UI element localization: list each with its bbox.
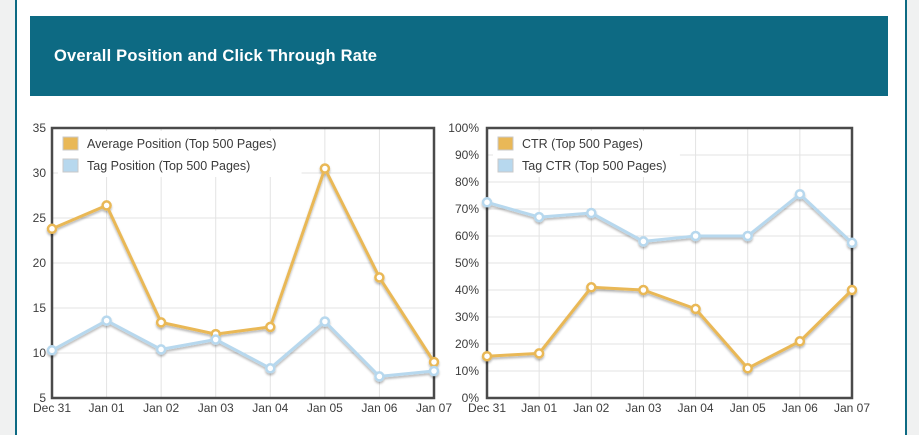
section-header: Overall Position and Click Through Rate xyxy=(30,16,888,96)
data-point xyxy=(46,223,58,235)
data-point xyxy=(794,188,806,200)
x-axis-tick-label: Jan 07 xyxy=(834,401,870,415)
x-axis-tick-label: Jan 04 xyxy=(678,401,714,415)
legend-swatch xyxy=(497,136,514,151)
legend-label: Tag CTR (Top 500 Pages) xyxy=(522,159,667,173)
data-point xyxy=(374,371,385,382)
legend-swatch xyxy=(62,136,79,151)
data-point xyxy=(265,363,276,374)
data-point xyxy=(428,356,440,368)
data-point xyxy=(210,334,221,345)
y-axis-tick-label: 100% xyxy=(448,121,479,135)
x-axis-tick-label: Jan 06 xyxy=(782,401,818,415)
data-point xyxy=(742,363,753,374)
data-point xyxy=(846,284,858,296)
data-point xyxy=(46,345,58,356)
data-point xyxy=(319,163,331,174)
data-point xyxy=(101,200,112,211)
x-axis-tick-label: Jan 05 xyxy=(730,401,766,415)
x-axis-tick-label: Jan 03 xyxy=(625,401,661,415)
y-axis-tick-label: 5 xyxy=(39,391,46,405)
x-axis-tick-label: Jan 04 xyxy=(252,401,288,415)
data-point xyxy=(374,272,385,283)
y-axis-tick-label: 0% xyxy=(462,391,480,405)
report-card: Overall Position and Click Through Rate … xyxy=(15,0,907,435)
position-chart: Average Position (Top 500 Pages) Tag Posi… xyxy=(33,121,453,415)
y-axis-tick-label: 40% xyxy=(455,283,479,297)
legend-swatch xyxy=(62,158,79,173)
data-point xyxy=(533,211,545,223)
y-axis-tick-label: 20 xyxy=(33,256,47,270)
chart-legend: CTR (Top 500 Pages) Tag CTR (Top 500 Page… xyxy=(493,131,680,177)
series-tag-ctr-top-500-pages- xyxy=(481,188,858,249)
data-point xyxy=(319,316,331,327)
x-axis-tick-label: Jan 02 xyxy=(143,401,179,415)
position-and-ctr-charts: Average Position (Top 500 Pages) Tag Posi… xyxy=(33,121,871,415)
x-axis-tick-label: Dec 31 xyxy=(468,401,506,415)
chart-legend: Average Position (Top 500 Pages) Tag Posi… xyxy=(58,131,302,177)
data-point xyxy=(481,197,493,208)
legend-label: Tag Position (Top 500 Pages) xyxy=(87,159,250,173)
x-axis-tick-label: Jan 07 xyxy=(416,401,452,415)
data-point xyxy=(586,207,597,219)
series-ctr-top-500-pages- xyxy=(481,282,858,374)
data-point xyxy=(638,236,649,247)
x-axis-tick-label: Jan 02 xyxy=(573,401,609,415)
legend-swatch xyxy=(497,158,514,173)
y-axis-tick-label: 20% xyxy=(455,337,479,351)
data-point xyxy=(794,336,806,347)
data-point xyxy=(690,230,701,242)
x-axis-tick-label: Jan 03 xyxy=(198,401,234,415)
x-axis-tick-label: Jan 01 xyxy=(521,401,557,415)
data-point xyxy=(155,317,167,328)
data-point xyxy=(690,303,701,315)
y-axis-tick-label: 10% xyxy=(455,364,479,378)
y-axis-tick-label: 70% xyxy=(455,202,479,216)
legend-label: Average Position (Top 500 Pages) xyxy=(87,137,276,151)
data-point xyxy=(101,315,112,326)
data-point xyxy=(481,350,493,362)
y-axis-tick-label: 30% xyxy=(455,310,479,324)
y-axis-tick-label: 50% xyxy=(455,256,479,270)
x-axis-tick-label: Jan 05 xyxy=(307,401,343,415)
section-title: Overall Position and Click Through Rate xyxy=(54,46,378,65)
data-point xyxy=(846,237,858,249)
data-point xyxy=(638,284,649,296)
data-point xyxy=(428,365,440,377)
y-axis-tick-label: 60% xyxy=(455,229,479,243)
y-axis-tick-label: 30 xyxy=(33,166,47,180)
y-axis-tick-label: 80% xyxy=(455,175,479,189)
legend-label: CTR (Top 500 Pages) xyxy=(522,137,643,151)
data-point xyxy=(265,321,276,333)
data-point xyxy=(155,344,167,355)
data-point xyxy=(742,230,753,242)
y-axis-tick-label: 25 xyxy=(33,211,47,225)
ctr-chart: CTR (Top 500 Pages) Tag CTR (Top 500 Page… xyxy=(448,121,870,415)
series-average-position-top-500-pages- xyxy=(46,163,440,368)
x-axis-tick-label: Jan 06 xyxy=(361,401,397,415)
y-axis-tick-label: 90% xyxy=(455,148,479,162)
data-point xyxy=(586,282,597,293)
x-axis-tick-label: Dec 31 xyxy=(33,401,71,415)
data-point xyxy=(533,348,545,359)
y-axis-tick-label: 15 xyxy=(33,301,47,315)
x-axis-tick-label: Jan 01 xyxy=(89,401,125,415)
series-tag-position-top-500-pages- xyxy=(46,315,440,382)
y-axis-tick-label: 10 xyxy=(33,346,47,360)
y-axis-tick-label: 35 xyxy=(33,121,47,135)
